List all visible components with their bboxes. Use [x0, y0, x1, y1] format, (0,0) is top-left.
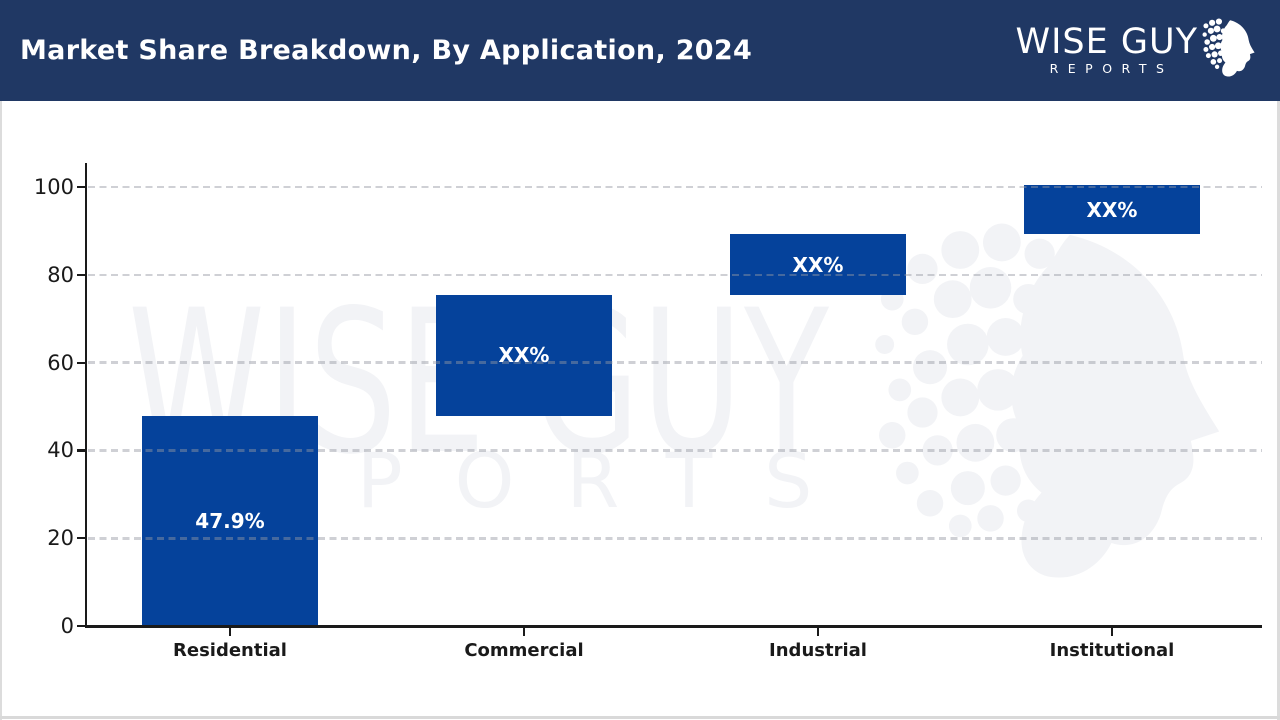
page-border-left: [0, 0, 2, 720]
page-border-right: [1277, 0, 1280, 720]
brand-face-icon: [1202, 17, 1255, 77]
y-tick-60: [77, 361, 86, 364]
bar-residential[interactable]: [142, 415, 318, 626]
bar-industrial[interactable]: [730, 234, 906, 295]
x-tick-residential: [229, 627, 232, 636]
y-tick-label-0: 0: [60, 614, 74, 638]
page-title: Market Share Breakdown, By Application, …: [20, 35, 753, 66]
y-axis: [84, 163, 88, 626]
gridline-80: [88, 273, 1262, 277]
x-axis-label-industrial: Industrial: [769, 640, 867, 661]
y-tick-label-20: 20: [47, 526, 74, 551]
page-border-bottom: [0, 716, 1280, 719]
brand-subname-text: REPORTS: [1049, 61, 1174, 77]
x-axis-label-institutional: Institutional: [1049, 640, 1175, 661]
x-tick-industrial: [817, 627, 820, 636]
x-tick-institutional: [1111, 627, 1114, 636]
bar-commercial[interactable]: [436, 294, 612, 416]
y-tick-label-60: 60: [47, 350, 74, 375]
y-tick-80: [77, 273, 86, 276]
bar-value-label-institutional: XX%: [1086, 197, 1138, 222]
x-axis: [84, 624, 1262, 628]
brand-name-text: WISE GUY: [1015, 22, 1198, 63]
x-axis-label-commercial: Commercial: [464, 640, 584, 661]
watermark-face-logo: [875, 223, 1220, 578]
gridline-100: [88, 185, 1262, 189]
brand-logo: WISE GUY REPORTS: [1015, 14, 1258, 88]
y-tick-label-100: 100: [33, 175, 74, 199]
bar-institutional[interactable]: [1024, 185, 1200, 235]
y-tick-40: [77, 449, 86, 452]
gridline-20: [88, 537, 1262, 540]
bar-value-label-commercial: XX%: [498, 343, 550, 368]
gridline-60: [88, 361, 1262, 364]
bar-value-label-residential: 47.9%: [195, 508, 265, 533]
y-tick-label-80: 80: [47, 262, 74, 287]
x-tick-commercial: [523, 627, 526, 636]
header-bar: Market Share Breakdown, By Application, …: [0, 0, 1280, 101]
gridline-40: [88, 449, 1262, 452]
brand-wordmark: WISE GUY REPORTS: [1015, 25, 1198, 76]
y-tick-0: [77, 625, 86, 628]
x-axis-label-residential: Residential: [173, 640, 287, 661]
y-tick-20: [77, 537, 86, 540]
bar-value-label-industrial: XX%: [792, 252, 844, 277]
y-tick-label-40: 40: [47, 438, 74, 463]
y-tick-100: [77, 186, 86, 189]
